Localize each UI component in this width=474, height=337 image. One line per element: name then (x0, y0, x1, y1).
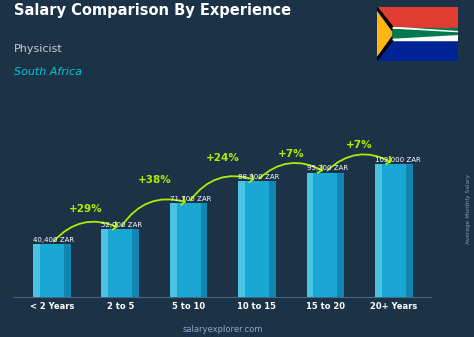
Bar (307, 173, 313, 297)
Bar (170, 204, 176, 297)
Bar (101, 229, 108, 297)
Polygon shape (377, 11, 393, 56)
Text: Physicist: Physicist (14, 44, 63, 54)
Text: +38%: +38% (137, 175, 171, 185)
Text: +7%: +7% (278, 150, 304, 159)
Text: 52,000 ZAR: 52,000 ZAR (101, 221, 143, 227)
Text: +24%: +24% (206, 153, 240, 163)
Text: salaryexplorer.com: salaryexplorer.com (182, 325, 263, 334)
Bar (64, 244, 71, 297)
Polygon shape (377, 7, 398, 61)
Bar (377, 28, 457, 40)
Text: Salary Comparison By Experience: Salary Comparison By Experience (14, 3, 292, 19)
Bar (132, 229, 139, 297)
Text: +29%: +29% (69, 204, 103, 214)
Text: South Africa: South Africa (14, 67, 82, 78)
Bar (406, 164, 412, 297)
Bar (238, 181, 245, 297)
Polygon shape (393, 32, 457, 40)
Bar (170, 204, 208, 297)
Text: 40,400 ZAR: 40,400 ZAR (33, 237, 74, 243)
Bar (377, 36, 457, 40)
Bar (201, 204, 208, 297)
Bar (377, 7, 457, 34)
Bar (33, 244, 40, 297)
Bar (377, 32, 457, 36)
Bar (377, 34, 457, 61)
Bar (375, 164, 382, 297)
Text: 102,000 ZAR: 102,000 ZAR (375, 157, 421, 162)
Bar (33, 244, 71, 297)
Polygon shape (393, 30, 457, 38)
Bar (375, 164, 412, 297)
Text: Average Monthly Salary: Average Monthly Salary (465, 174, 471, 244)
Text: 95,200 ZAR: 95,200 ZAR (307, 165, 347, 172)
Text: 71,700 ZAR: 71,700 ZAR (170, 196, 211, 202)
Bar (101, 229, 139, 297)
Polygon shape (393, 28, 457, 36)
Bar (238, 181, 276, 297)
Bar (337, 173, 344, 297)
Bar (307, 173, 344, 297)
Text: 88,900 ZAR: 88,900 ZAR (238, 174, 280, 180)
Text: +7%: +7% (346, 141, 373, 151)
Bar (269, 181, 276, 297)
